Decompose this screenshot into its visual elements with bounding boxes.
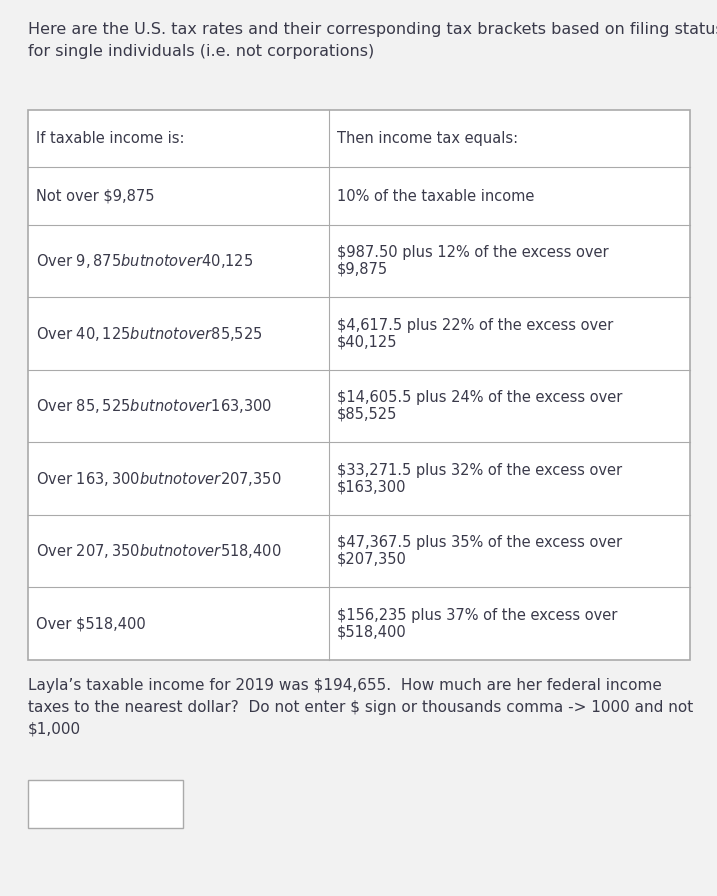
- Text: Over $163,300 but not over $207,350: Over $163,300 but not over $207,350: [36, 470, 282, 487]
- Text: 10% of the taxable income: 10% of the taxable income: [337, 189, 535, 203]
- Text: Over $518,400: Over $518,400: [36, 616, 146, 632]
- Text: $47,367.5 plus 35% of the excess over: $47,367.5 plus 35% of the excess over: [337, 535, 622, 550]
- Text: $207,350: $207,350: [337, 552, 407, 566]
- Text: $14,605.5 plus 24% of the excess over: $14,605.5 plus 24% of the excess over: [337, 391, 622, 405]
- Text: $987.50 plus 12% of the excess over: $987.50 plus 12% of the excess over: [337, 246, 609, 260]
- Text: Over $85,525 but not over $163,300: Over $85,525 but not over $163,300: [36, 397, 272, 415]
- Text: Over $9,875 but not over $40,125: Over $9,875 but not over $40,125: [36, 253, 253, 271]
- Text: $85,525: $85,525: [337, 407, 398, 421]
- Text: $163,300: $163,300: [337, 479, 407, 494]
- Text: Here are the U.S. tax rates and their corresponding tax brackets based on filing: Here are the U.S. tax rates and their co…: [28, 22, 717, 58]
- Text: $9,875: $9,875: [337, 262, 389, 277]
- Text: Over $40,125 but not over $85,525: Over $40,125 but not over $85,525: [36, 324, 262, 343]
- Text: Not over $9,875: Not over $9,875: [36, 189, 154, 203]
- Text: Over $207,350  but not over $518,400: Over $207,350 but not over $518,400: [36, 542, 282, 560]
- Text: Layla’s taxable income for 2019 was $194,655.  How much are her federal income
t: Layla’s taxable income for 2019 was $194…: [28, 678, 693, 737]
- Text: $4,617.5 plus 22% of the excess over: $4,617.5 plus 22% of the excess over: [337, 318, 614, 332]
- Text: $33,271.5 plus 32% of the excess over: $33,271.5 plus 32% of the excess over: [337, 463, 622, 478]
- Text: If taxable income is:: If taxable income is:: [36, 131, 184, 146]
- Text: $156,235 plus 37% of the excess over: $156,235 plus 37% of the excess over: [337, 607, 617, 623]
- Text: Then income tax equals:: Then income tax equals:: [337, 131, 518, 146]
- Bar: [28, 780, 183, 828]
- Bar: [28, 110, 690, 660]
- Text: $40,125: $40,125: [337, 334, 398, 349]
- Text: $518,400: $518,400: [337, 624, 407, 639]
